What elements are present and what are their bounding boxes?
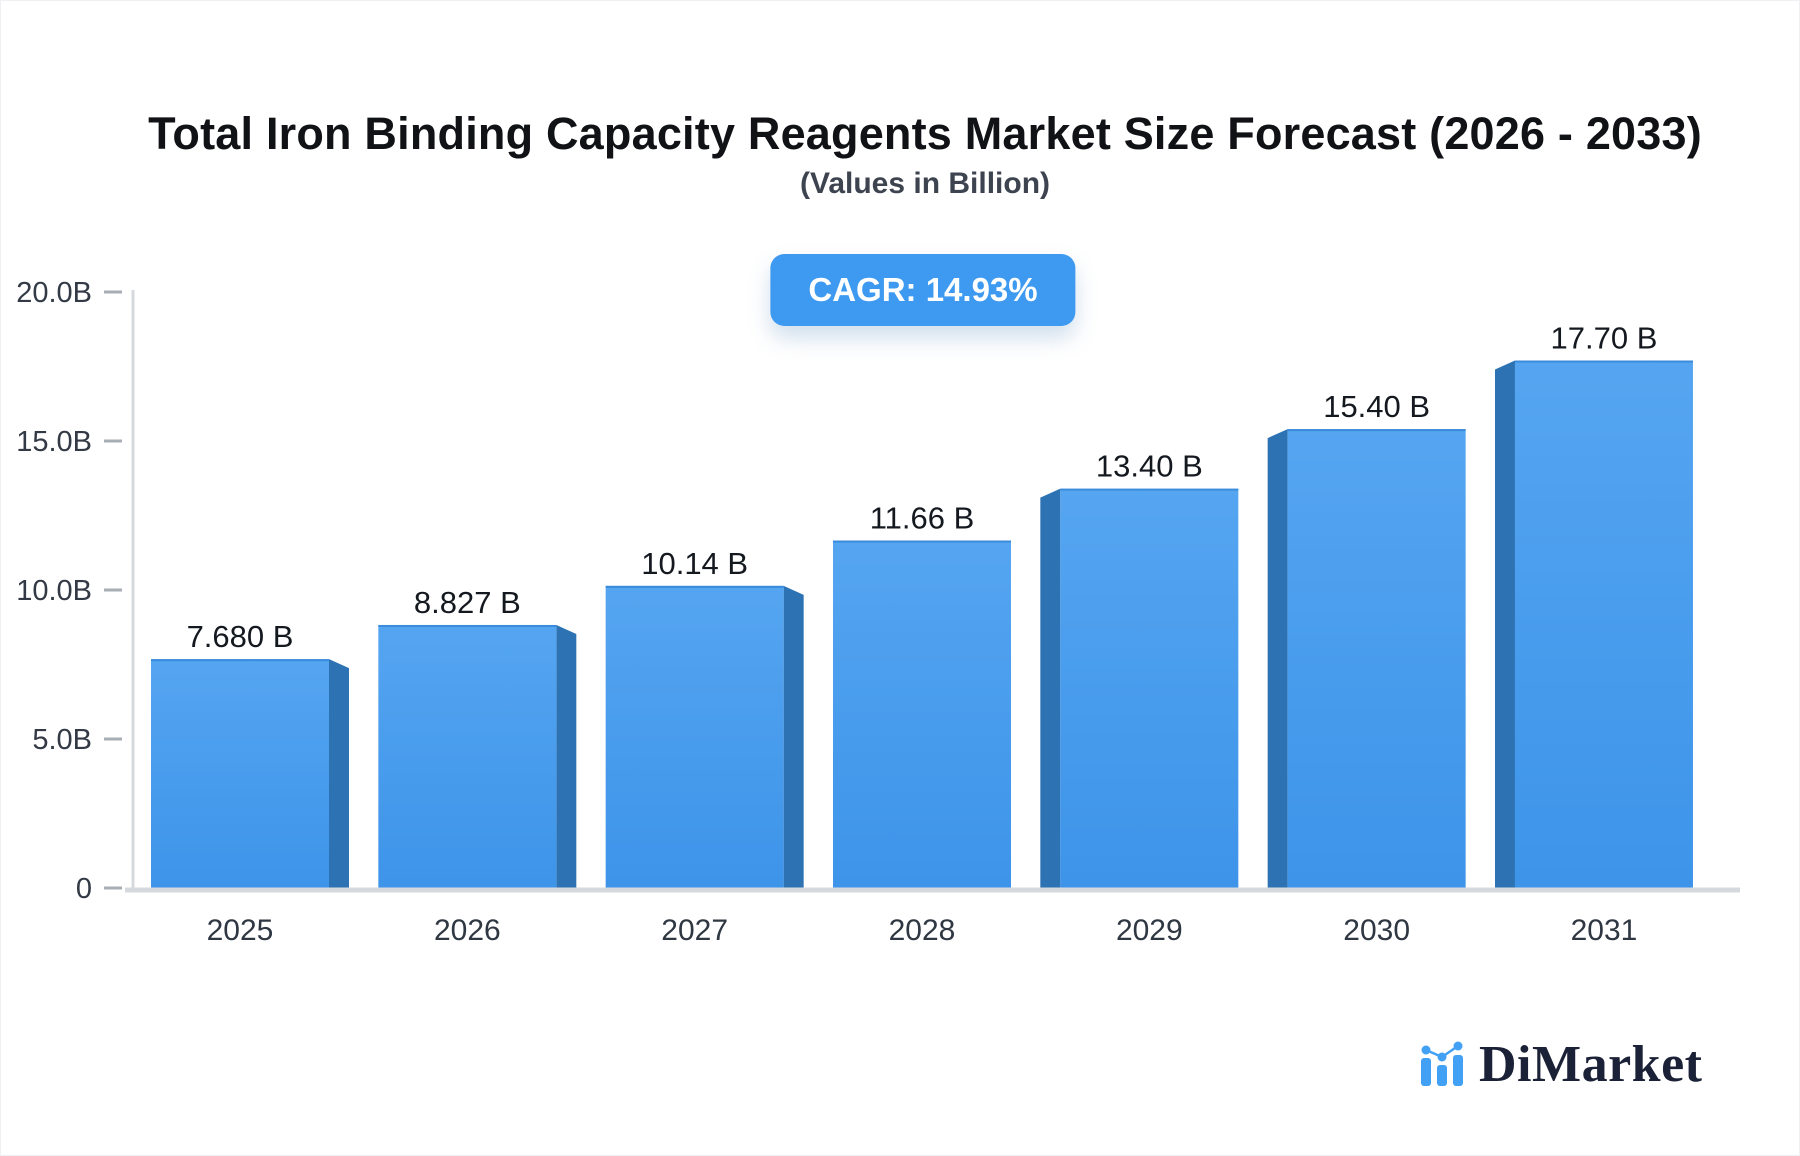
bar-value-label: 10.14 B — [641, 546, 748, 581]
chart-subtitle: (Values in Billion) — [799, 167, 1051, 200]
bar-chart: 0 5.0B 10.0B 15.0B 20.0B 7.680 B 2025 8.827 B 20… — [16, 277, 1740, 947]
bar-face — [151, 659, 329, 888]
x-axis-label-2027: 2027 — [661, 914, 728, 947]
bar-side — [783, 585, 804, 888]
bar-value-label: 15.40 B — [1323, 389, 1430, 424]
bar-side — [1494, 360, 1515, 888]
brand-logo-text: DiMarket — [1479, 1036, 1703, 1093]
x-axis-label-2026: 2026 — [434, 914, 501, 947]
y-axis-tick-label: 0 — [76, 873, 92, 905]
bar-2031: 17.70 B 2031 — [1494, 321, 1693, 947]
bar-2030: 15.40 B 2030 — [1267, 389, 1466, 947]
y-axis-tick-label: 5.0B — [32, 724, 92, 756]
bar-side — [329, 659, 349, 888]
x-axis-label-2029: 2029 — [1116, 914, 1183, 947]
bar-face — [378, 624, 557, 888]
bar-2028: 11.66 B 2028 — [832, 501, 1011, 947]
bar-value-label: 11.66 B — [870, 501, 975, 536]
brand-logo: DiMarket — [1420, 1036, 1703, 1093]
bar-side — [1040, 488, 1061, 888]
bar-side — [1267, 429, 1288, 888]
bar-value-label: 8.827 B — [414, 585, 521, 620]
bar-value-label: 17.70 B — [1551, 321, 1658, 356]
bar-value-label: 13.40 B — [1096, 449, 1203, 484]
y-axis-tick-label: 10.0B — [16, 575, 92, 607]
cagr-badge: CAGR: 14.93% — [770, 254, 1076, 326]
x-axis-label-2025: 2025 — [207, 914, 274, 947]
bar-2027: 10.14 B 2027 — [605, 546, 804, 947]
bar-face — [832, 540, 1011, 888]
x-axis-label-2031: 2031 — [1571, 914, 1638, 947]
bar-2029: 13.40 B 2029 — [1040, 449, 1239, 947]
bar-2026: 8.827 B 2026 — [378, 585, 577, 947]
x-axis-label-2030: 2030 — [1343, 914, 1410, 947]
y-axis-tick-label: 15.0B — [16, 426, 92, 458]
chart-title: Total Iron Binding Capacity Reagents Mar… — [148, 108, 1702, 159]
x-axis-label-2028: 2028 — [889, 914, 956, 947]
bar-face — [1514, 360, 1693, 888]
bar-2025: 7.680 B 2025 — [151, 619, 349, 947]
bar-side — [556, 624, 577, 888]
bar-line-chart-icon — [1421, 1041, 1463, 1086]
bar-face — [1287, 429, 1466, 888]
bar-value-label: 7.680 B — [187, 619, 294, 654]
y-axis-tick-label: 20.0B — [16, 277, 92, 309]
bar-face — [605, 585, 784, 888]
bar-face — [1060, 488, 1239, 888]
